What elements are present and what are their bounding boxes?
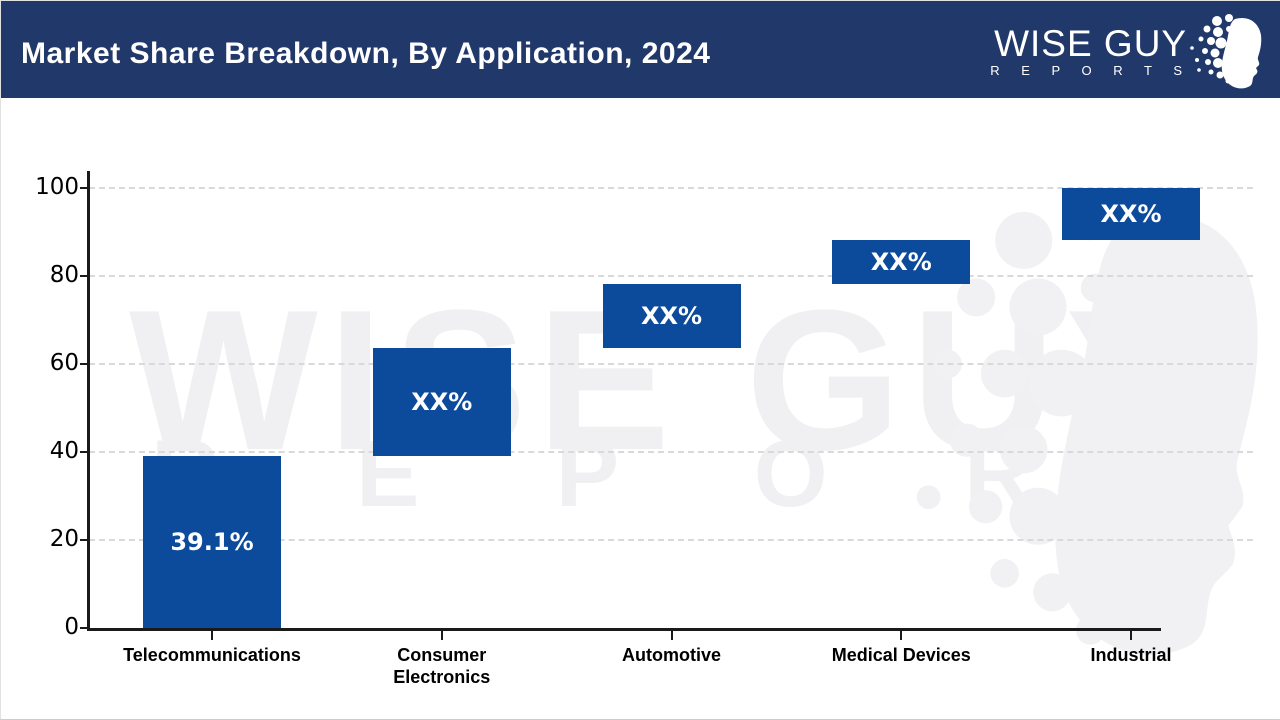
y-tick-label: 80 bbox=[49, 262, 79, 288]
x-category-label-industrial: Industrial bbox=[1090, 645, 1172, 665]
x-tick bbox=[900, 631, 903, 640]
x-axis bbox=[87, 628, 1161, 631]
bar-telecommunications: 39.1% bbox=[143, 455, 281, 628]
bar-consumer-electronics: XX% bbox=[372, 348, 511, 456]
logo-tagline: R E P O R T S bbox=[990, 63, 1191, 78]
x-category-label-consumer-electronics: Consumer Electronics bbox=[393, 645, 491, 687]
y-tick bbox=[80, 451, 89, 453]
x-tick bbox=[1130, 631, 1132, 640]
y-tick bbox=[80, 363, 89, 365]
bar-label-consumer-electronics: XX% bbox=[411, 388, 473, 417]
bar-label-medical-devices: XX% bbox=[870, 248, 932, 277]
y-tick-label: 40 bbox=[49, 438, 79, 464]
gridline bbox=[89, 539, 1253, 541]
header-band: Market Share Breakdown, By Application, … bbox=[1, 1, 1280, 98]
y-tick bbox=[80, 539, 89, 541]
x-tick bbox=[440, 631, 443, 640]
y-tick bbox=[80, 187, 89, 189]
page-title: Market Share Breakdown, By Application, … bbox=[21, 37, 711, 70]
bar-medical-devices: XX% bbox=[832, 240, 971, 285]
y-axis bbox=[87, 171, 90, 631]
gridline bbox=[89, 187, 1253, 189]
x-category-label-telecommunications: Telecommunications bbox=[123, 645, 301, 665]
bar-automotive: XX% bbox=[602, 284, 741, 349]
x-tick bbox=[670, 631, 673, 640]
logo-text: WISE GUY R E P O R T S bbox=[990, 25, 1191, 79]
logo-wordmark: WISE GUY bbox=[994, 23, 1188, 64]
bar-label-telecommunications: 39.1% bbox=[170, 527, 254, 556]
x-category-label-medical-devices: Medical Devices bbox=[831, 645, 971, 665]
y-tick-label: 100 bbox=[35, 174, 79, 200]
chart-area: WISE GUY R E P O R T S 02040608010039.1%… bbox=[1, 98, 1280, 719]
logo-face-icon bbox=[1190, 14, 1262, 89]
gridline bbox=[89, 363, 1253, 365]
bar-label-industrial: XX% bbox=[1100, 200, 1162, 229]
y-tick bbox=[80, 627, 89, 629]
bar-label-automotive: XX% bbox=[640, 302, 703, 331]
y-tick bbox=[80, 275, 89, 277]
bar-industrial: XX% bbox=[1062, 188, 1200, 241]
x-category-label-automotive: Automotive bbox=[622, 645, 721, 665]
watermark-face-icon bbox=[916, 202, 1258, 655]
x-tick bbox=[211, 631, 213, 640]
wise-guy-logo: WISE GUY R E P O R T S bbox=[990, 11, 1269, 91]
gridline bbox=[89, 275, 1253, 277]
y-tick-label: 20 bbox=[49, 526, 79, 552]
y-tick-label: 0 bbox=[64, 614, 79, 640]
gridline bbox=[89, 451, 1253, 453]
y-tick-label: 60 bbox=[49, 350, 79, 376]
